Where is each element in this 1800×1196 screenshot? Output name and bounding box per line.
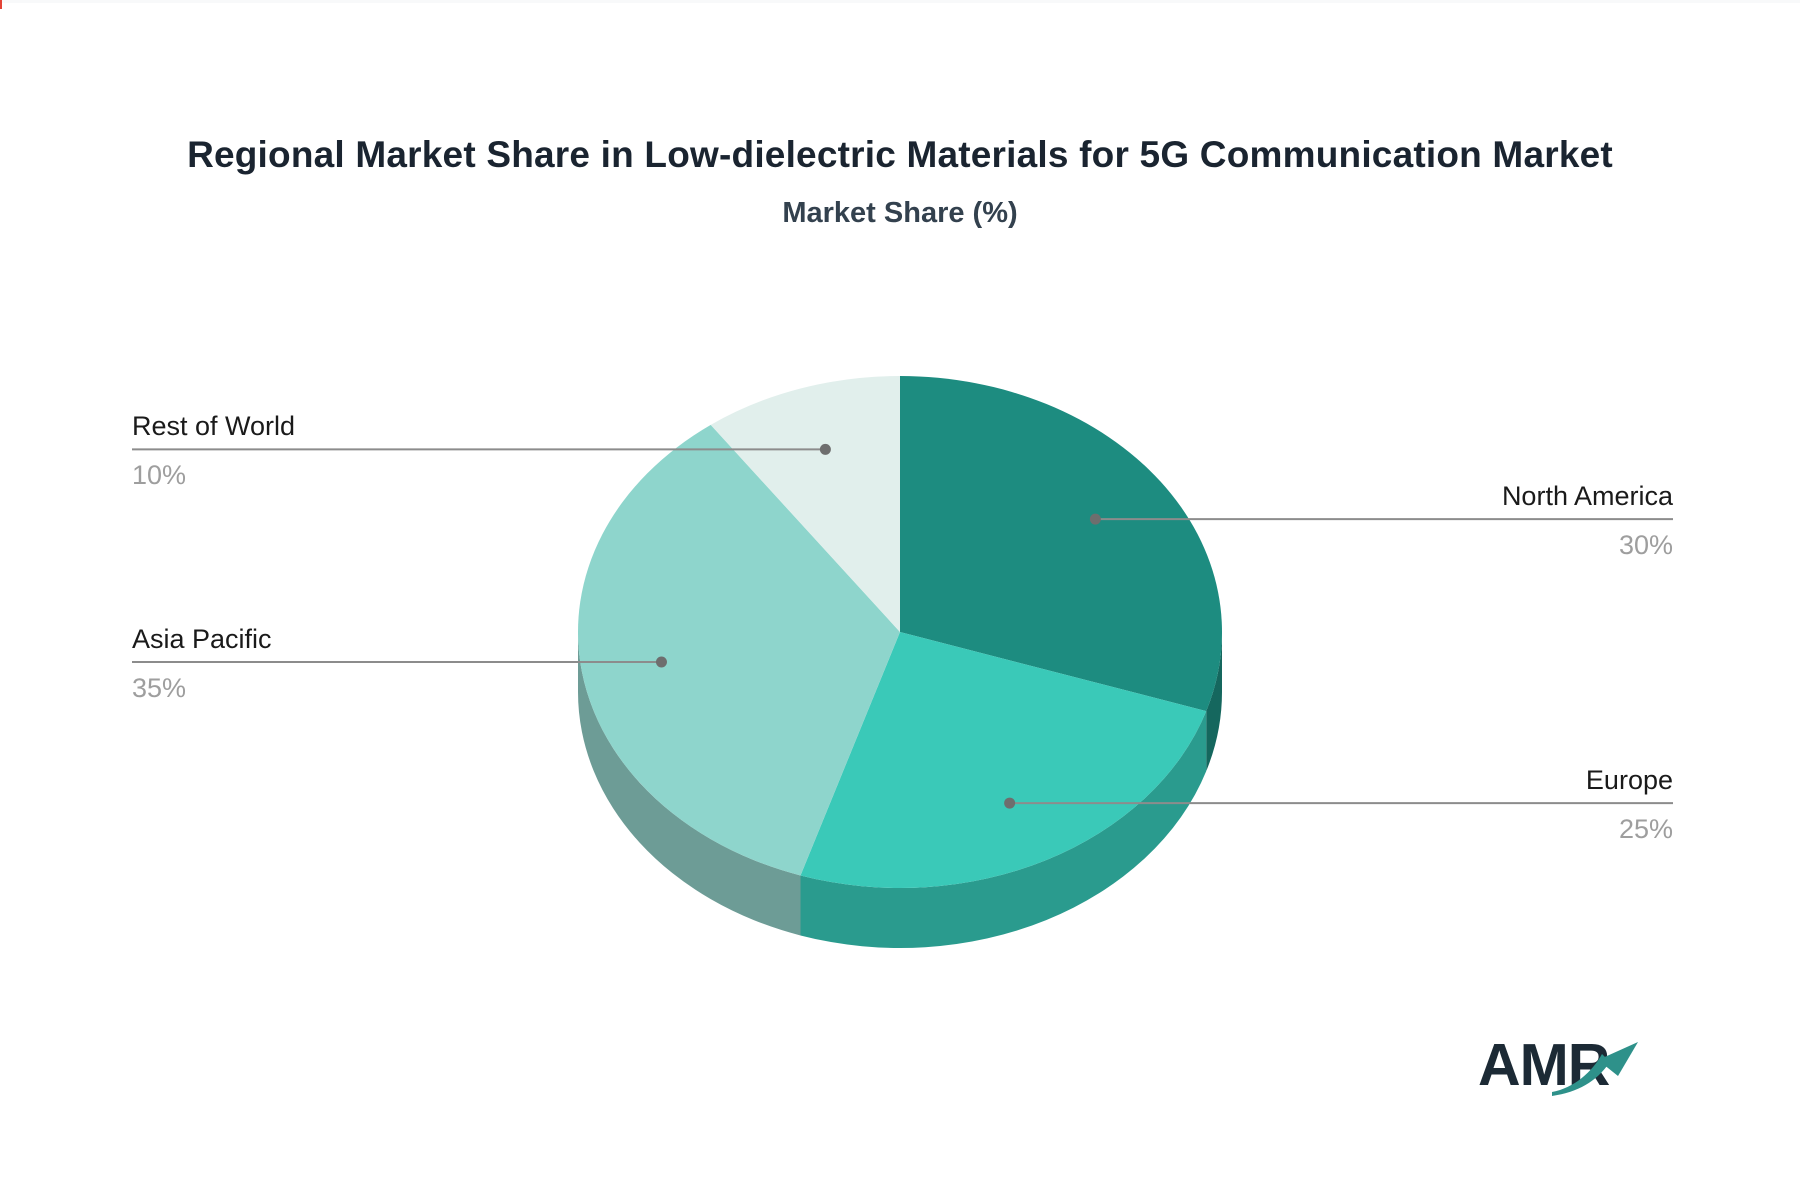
slice-name: North America (1501, 481, 1673, 512)
pie-slice-asia-pacific-side (578, 632, 801, 936)
top-strip (0, 0, 1800, 3)
leader-dot-rest-of-world (819, 443, 831, 455)
pie-slice-north-america-side (1206, 632, 1222, 772)
pie-slice-north-america[interactable] (900, 376, 1223, 712)
chart-subtitle: Market Share (%) (782, 197, 1018, 229)
slice-name: Asia Pacific (132, 623, 272, 654)
slice-value: 35% (132, 673, 187, 704)
leader-dot-europe (1004, 797, 1016, 809)
growth-arrow-icon (1552, 1042, 1638, 1096)
screenshot-artifact (0, 0, 2, 9)
slice-value: 10% (132, 460, 187, 491)
slice-value: 25% (1618, 814, 1673, 845)
leader-dot-asia-pacific (655, 656, 667, 668)
pie-slice-europe[interactable] (800, 632, 1207, 888)
pie-slice-rest-of-world[interactable] (710, 376, 900, 632)
slice-value: 30% (1618, 530, 1673, 561)
pie-slice-europe-side (800, 711, 1207, 948)
amr-logo: AMR (1478, 1036, 1688, 1108)
slice-name: Europe (1585, 765, 1673, 796)
chart-title: Regional Market Share in Low-dielectric … (187, 134, 1613, 175)
pie-slice-asia-pacific[interactable] (578, 424, 900, 876)
slice-name: Rest of World (132, 411, 296, 442)
logo-text: AMR (1478, 1032, 1610, 1098)
leader-dot-north-america (1089, 513, 1101, 525)
